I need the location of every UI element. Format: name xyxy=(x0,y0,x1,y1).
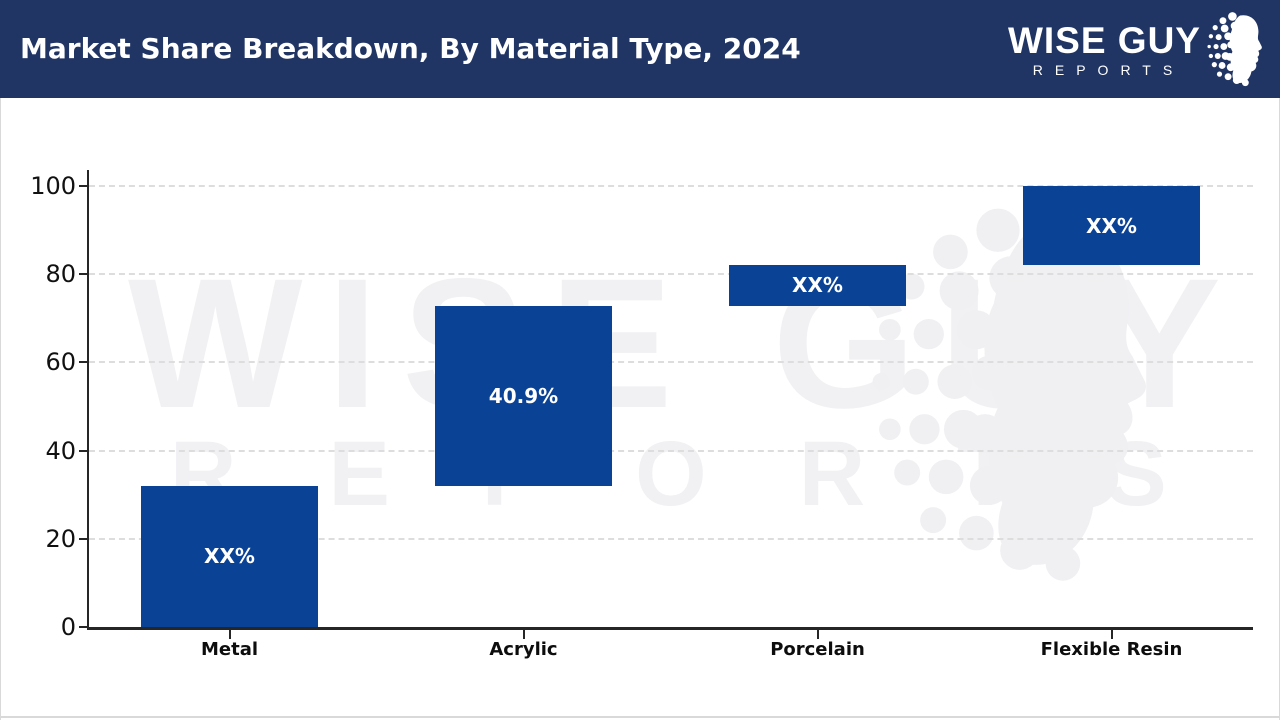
y-axis-tick-0 xyxy=(79,626,88,628)
y-axis-tick-label: 0 xyxy=(60,613,76,641)
bar-value-label: XX% xyxy=(792,273,843,298)
logo-wordmark: WISE GUY xyxy=(1007,20,1201,62)
y-axis-tick-60 xyxy=(79,361,88,364)
y-axis-tick-label: 100 xyxy=(30,172,76,200)
bar-value-label: XX% xyxy=(204,544,255,569)
page-border-left xyxy=(0,98,1,720)
category-label: Porcelain xyxy=(770,639,865,660)
page-border-bottom xyxy=(0,716,1280,718)
gridline-y-60 xyxy=(89,361,1253,364)
gridline-y-20 xyxy=(89,537,1253,540)
chart-title: Market Share Breakdown, By Material Type… xyxy=(20,32,801,65)
bar-value-label: XX% xyxy=(1086,213,1137,238)
y-axis-tick-80 xyxy=(79,273,88,276)
category-label: Flexible Resin xyxy=(1040,639,1183,660)
gridline-y-100 xyxy=(89,185,1253,187)
logo-subtitle: REPORTS xyxy=(1032,61,1185,78)
x-axis-tick-1 xyxy=(228,630,231,639)
bar-acrylic: 40.9% xyxy=(435,305,612,486)
y-axis-tick-label: 80 xyxy=(45,260,76,289)
y-axis-line xyxy=(87,170,89,630)
y-axis-tick-40 xyxy=(79,449,88,452)
x-axis-line xyxy=(87,627,1253,630)
x-axis-tick-2 xyxy=(522,630,525,639)
y-axis-tick-label: 20 xyxy=(45,524,76,553)
category-label: Acrylic xyxy=(489,639,558,660)
wiseguy-logo: WISE GUY REPORTS xyxy=(1008,8,1266,92)
y-axis-tick-20 xyxy=(79,537,88,540)
gridline-y-40 xyxy=(89,449,1253,452)
wiseguy-logo-text: WISE GUY REPORTS xyxy=(1007,20,1201,78)
x-axis-tick-4 xyxy=(1110,630,1113,639)
gridline-y-80 xyxy=(89,273,1253,276)
y-axis-tick-label: 60 xyxy=(45,348,76,377)
header-bar: Market Share Breakdown, By Material Type… xyxy=(0,0,1280,98)
wiseguy-head-icon xyxy=(1204,10,1266,90)
y-axis-tick-label: 40 xyxy=(45,436,76,465)
category-label: Metal xyxy=(200,639,259,660)
y-axis-tick-100 xyxy=(79,185,88,187)
bar-value-label: 40.9% xyxy=(488,383,559,408)
bar-porcelain: XX% xyxy=(729,265,906,306)
bar-metal: XX% xyxy=(141,485,318,627)
x-axis-tick-3 xyxy=(816,630,819,639)
bar-flexible-resin: XX% xyxy=(1023,186,1200,266)
